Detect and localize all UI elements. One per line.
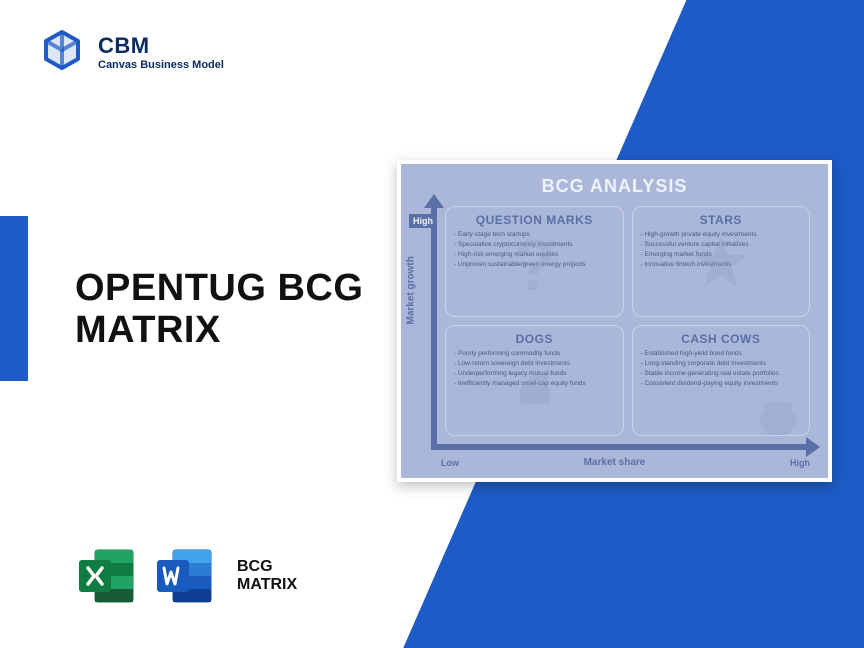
quadrant-grid: ? QUESTION MARKS Early-stage tech startu…: [445, 206, 810, 436]
quadrant-dogs: DOGS Poorly performing commodity funds L…: [445, 325, 624, 436]
cow-icon: [753, 391, 803, 436]
quad-items: Poorly performing commodity funds Low-re…: [454, 349, 615, 389]
quad-title: STARS: [641, 213, 802, 227]
logo-subtitle: Canvas Business Model: [98, 59, 224, 71]
card-title: BCG ANALYSIS: [415, 176, 814, 197]
axis-low-label: Low: [441, 458, 459, 468]
x-axis-arrow: [806, 437, 820, 457]
cbm-logo-icon: [38, 28, 86, 76]
quad-items: High-growth private equity investments S…: [641, 230, 802, 270]
quadrant-cash-cows: CASH COWS Established high-yield bond fu…: [632, 325, 811, 436]
y-axis-high-label: High: [409, 214, 437, 228]
quad-title: CASH COWS: [641, 332, 802, 346]
x-axis: [431, 444, 810, 450]
page-title: OPENTUG BCG MATRIX: [75, 268, 363, 352]
logo-block: CBM Canvas Business Model: [38, 28, 224, 76]
logo-title: CBM: [98, 33, 224, 59]
excel-icon: [75, 544, 139, 608]
word-icon: [153, 544, 217, 608]
x-axis-high-label: High: [790, 458, 810, 468]
y-axis-label: Market growth: [406, 256, 417, 324]
bcg-matrix-label: BCG MATRIX: [237, 558, 297, 595]
file-type-icons: BCG MATRIX: [75, 544, 297, 608]
x-axis-label: Market share: [584, 457, 646, 468]
title-line-1: OPENTUG BCG: [75, 267, 363, 309]
quadrant-question-marks: ? QUESTION MARKS Early-stage tech startu…: [445, 206, 624, 317]
left-accent-bar: [0, 216, 28, 381]
bcg-analysis-card: BCG ANALYSIS High Market growth Low Mark…: [397, 160, 832, 482]
quad-items: Established high-yield bond funds Long-s…: [641, 349, 802, 389]
quadrant-stars: ★ STARS High-growth private equity inves…: [632, 206, 811, 317]
quad-title: DOGS: [454, 332, 615, 346]
quad-items: Early-stage tech startups Speculative cr…: [454, 230, 615, 270]
y-axis: [431, 204, 437, 450]
y-axis-arrow: [424, 194, 444, 208]
title-line-2: MATRIX: [75, 309, 221, 351]
quad-title: QUESTION MARKS: [454, 213, 615, 227]
